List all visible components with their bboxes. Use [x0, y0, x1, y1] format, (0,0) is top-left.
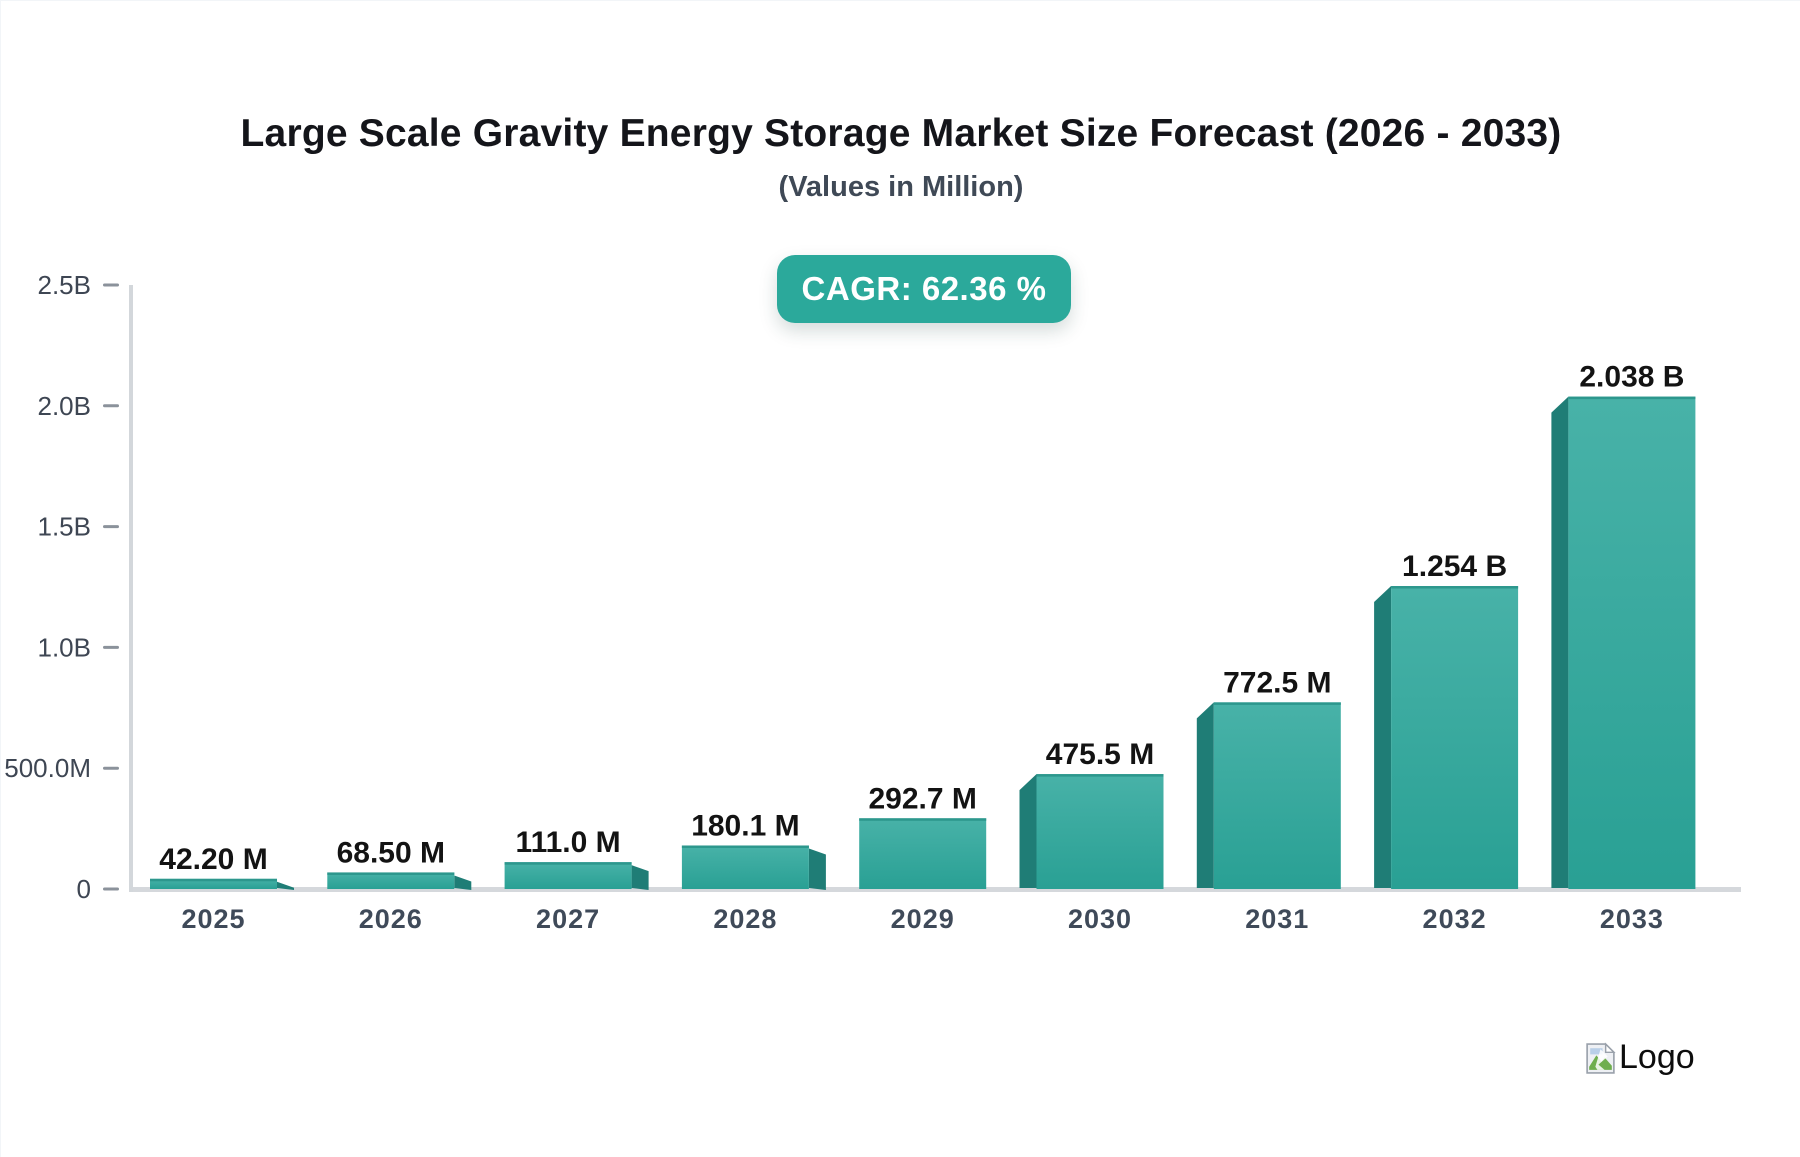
bar-face: [859, 818, 987, 889]
bar-face: [327, 872, 455, 889]
bar-side-face: [277, 881, 294, 890]
bar-face: [681, 845, 809, 889]
bar-2030: 475.5 M 2030: [1019, 738, 1164, 934]
bar-top-edge: [327, 872, 455, 875]
bar-2031: 772.5 M 2031: [1196, 666, 1341, 934]
bar-face: [1036, 774, 1164, 889]
value-label-2029: 292.7 M: [868, 782, 976, 815]
cagr-badge: CAGR: 62.36 %: [777, 255, 1071, 323]
year-label-2033: 2033: [1600, 904, 1664, 934]
bar-2032: 1.254 B 2032: [1374, 550, 1519, 934]
bar-side-face: [454, 875, 472, 890]
bar-top-edge: [681, 845, 809, 848]
bar-top-edge: [504, 862, 632, 865]
bar-2025: 42.20 M 2025: [150, 843, 294, 934]
value-label-2030: 475.5 M: [1046, 738, 1154, 771]
y-tick-dash: [103, 887, 119, 891]
y-tick-label: 1.5B: [38, 512, 92, 542]
year-label-2028: 2028: [713, 904, 777, 934]
y-axis-line: [129, 285, 133, 892]
logo-text: Logo: [1619, 1038, 1695, 1076]
bar-face: [1213, 702, 1341, 889]
bar-2026: 68.50 M 2026: [327, 836, 472, 934]
chart-subtitle: (Values in Million): [778, 171, 1024, 203]
bar-side-face: [631, 865, 649, 890]
value-label-2025: 42.20 M: [159, 843, 267, 876]
y-tick-label: 0: [77, 874, 91, 904]
bar-face: [1391, 586, 1519, 889]
bar-2033: 2.038 B 2033: [1551, 361, 1696, 934]
bar-top-edge: [1391, 586, 1519, 589]
logo: Logo: [1583, 1038, 1695, 1076]
y-tick-dash: [103, 404, 119, 408]
chart-title: Large Scale Gravity Energy Storage Marke…: [240, 112, 1562, 155]
value-label-2028: 180.1 M: [691, 809, 799, 842]
y-tick-label: 1.0B: [38, 632, 92, 662]
y-tick-dash: [103, 645, 119, 649]
bar-side-face: [808, 848, 826, 890]
bar-top-edge: [1036, 774, 1164, 777]
bar-2027: 111.0 M 2027: [504, 826, 649, 934]
bar-top-edge: [150, 878, 277, 882]
y-tick-dash: [103, 283, 119, 287]
y-tick-label: 2.5B: [38, 270, 92, 300]
year-label-2025: 2025: [181, 904, 245, 934]
bar-top-edge: [1568, 396, 1696, 400]
bar-2028: 180.1 M 2028: [681, 809, 826, 934]
cagr-badge-label: CAGR: 62.36 %: [801, 270, 1047, 307]
bar-side-face: [1019, 774, 1037, 888]
year-label-2029: 2029: [891, 904, 955, 934]
y-tick-label: 500.0M: [4, 753, 91, 783]
year-label-2032: 2032: [1423, 904, 1487, 934]
value-label-2032: 1.254 B: [1402, 550, 1507, 583]
value-label-2033: 2.038 B: [1579, 361, 1684, 394]
bar-side-face: [1374, 586, 1392, 888]
bar-side-face: [1551, 396, 1569, 888]
year-label-2031: 2031: [1245, 904, 1309, 934]
bar-2029: 292.7 M 2029: [859, 782, 987, 934]
value-label-2026: 68.50 M: [337, 836, 445, 869]
y-tick-dash: [103, 525, 119, 529]
bar-face: [150, 878, 277, 889]
y-tick-dash: [103, 766, 119, 770]
y-tick-label: 2.0B: [38, 391, 92, 421]
bar-top-edge: [859, 818, 987, 821]
bar-top-edge: [1213, 702, 1341, 705]
year-label-2027: 2027: [536, 904, 600, 934]
year-label-2026: 2026: [359, 904, 423, 934]
bar-side-face: [1196, 702, 1214, 888]
value-label-2031: 772.5 M: [1223, 666, 1331, 699]
bar-face: [504, 862, 632, 889]
x-axis-baseline: [129, 887, 1741, 892]
year-label-2030: 2030: [1068, 904, 1132, 934]
value-label-2027: 111.0 M: [516, 826, 621, 859]
bar-face: [1568, 396, 1696, 889]
broken-image-icon: [1586, 1042, 1616, 1074]
